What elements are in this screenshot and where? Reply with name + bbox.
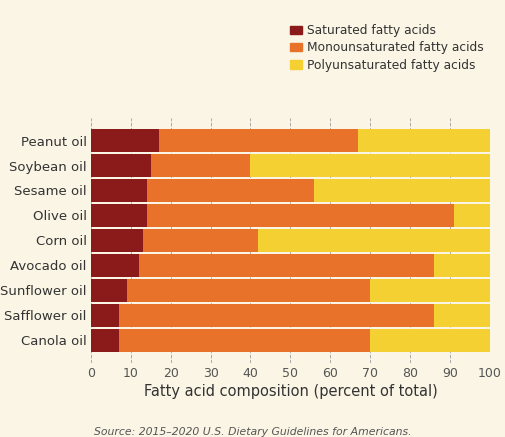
Bar bbox=[370, 279, 490, 302]
Legend: Saturated fatty acids, Monounsaturated fatty acids, Polyunsaturated fatty acids: Saturated fatty acids, Monounsaturated f… bbox=[285, 19, 489, 76]
Bar bbox=[127, 279, 370, 302]
Bar bbox=[259, 229, 490, 252]
Bar bbox=[91, 154, 151, 177]
Bar bbox=[119, 304, 434, 326]
Text: Source: 2015–2020 U.S. Dietary Guidelines for Americans.: Source: 2015–2020 U.S. Dietary Guideline… bbox=[94, 427, 411, 437]
Bar bbox=[91, 304, 119, 326]
Bar bbox=[147, 204, 454, 227]
Bar bbox=[434, 254, 490, 277]
Bar bbox=[91, 254, 139, 277]
Bar bbox=[151, 154, 250, 177]
Bar bbox=[91, 129, 159, 152]
Bar bbox=[143, 229, 259, 252]
X-axis label: Fatty acid composition (percent of total): Fatty acid composition (percent of total… bbox=[143, 384, 437, 399]
Bar bbox=[139, 254, 434, 277]
Bar bbox=[434, 304, 490, 326]
Bar bbox=[358, 129, 490, 152]
Bar bbox=[314, 179, 490, 202]
Bar bbox=[91, 229, 143, 252]
Bar bbox=[91, 179, 147, 202]
Bar bbox=[147, 179, 314, 202]
Bar bbox=[370, 329, 490, 352]
Bar bbox=[91, 204, 147, 227]
Bar bbox=[454, 204, 490, 227]
Bar bbox=[91, 279, 127, 302]
Bar bbox=[91, 329, 119, 352]
Bar bbox=[119, 329, 370, 352]
Bar bbox=[250, 154, 490, 177]
Bar bbox=[159, 129, 358, 152]
